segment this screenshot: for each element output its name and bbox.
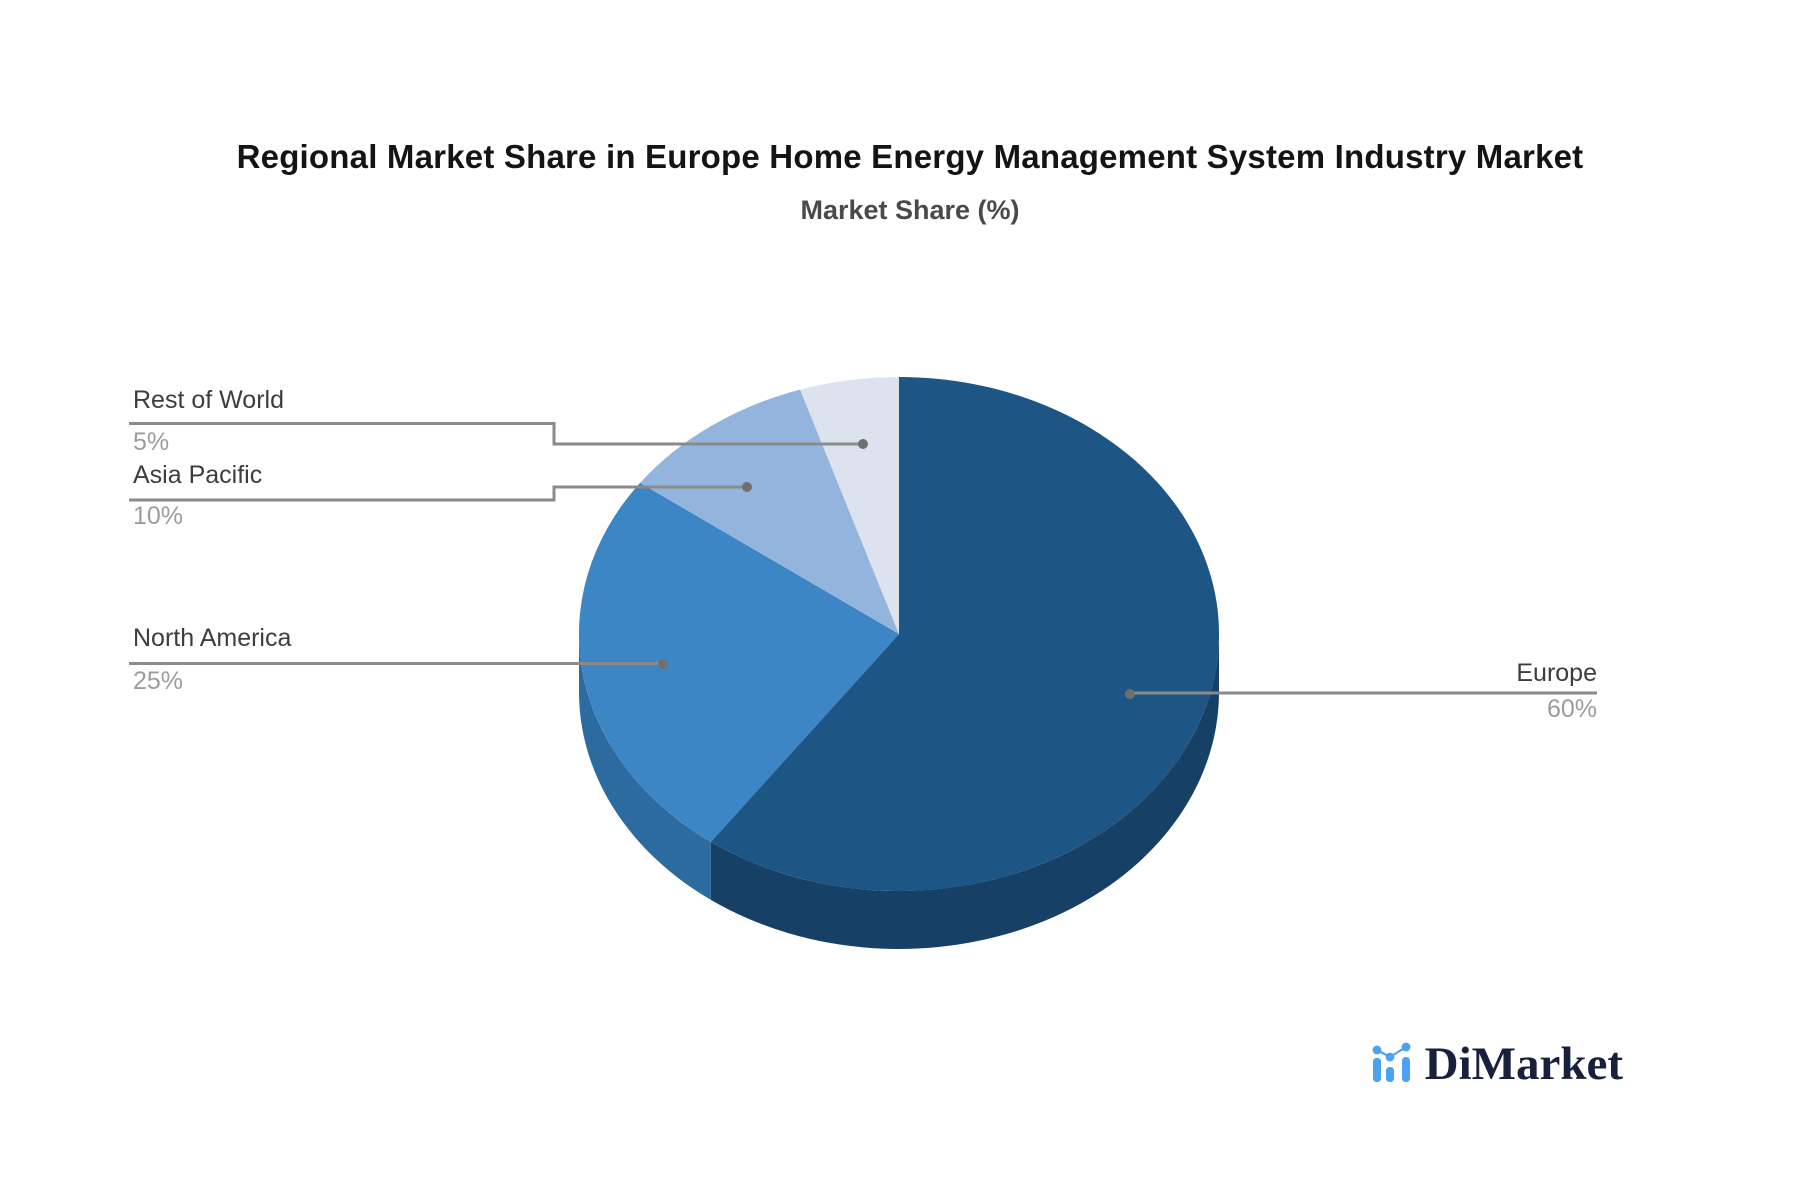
pie-slice-europe xyxy=(710,377,1220,892)
pie-slice-north-america xyxy=(578,482,899,842)
pie-slice-asia-pacific xyxy=(640,389,899,634)
chart-title: Regional Market Share in Europe Home Ene… xyxy=(236,138,1584,175)
slice-label-asia-pacific: Asia Pacific xyxy=(133,461,263,489)
slice-pct-rest-of-world: 5% xyxy=(133,428,170,456)
bar-chart-icon xyxy=(1372,1042,1411,1082)
slice-label-europe: Europe xyxy=(1516,659,1597,687)
leader-line-asia-pacific xyxy=(129,485,747,502)
slice-pct-europe: 60% xyxy=(1546,695,1597,723)
slice-pct-north-america: 25% xyxy=(133,667,184,695)
slice-pct-asia-pacific: 10% xyxy=(133,502,184,530)
leader-dot-rest-of-world xyxy=(858,439,868,449)
dimarket-logo: DiMarket xyxy=(1372,1038,1623,1090)
leader-dot-asia-pacific xyxy=(742,482,752,492)
logo-text: DiMarket xyxy=(1424,1038,1623,1090)
chart-subtitle: Market Share (%) xyxy=(800,195,1020,225)
pie-slice-side-north-america xyxy=(579,634,711,900)
slice-label-rest-of-world: Rest of World xyxy=(133,386,284,414)
pie-slice-side-europe xyxy=(710,634,1219,949)
pie-slice-rest-of-world xyxy=(800,377,899,634)
leader-dot-europe xyxy=(1125,689,1135,699)
leader-line-rest-of-world xyxy=(129,422,863,446)
slice-label-north-america: North America xyxy=(133,624,292,652)
leader-dot-north-america xyxy=(658,659,668,669)
